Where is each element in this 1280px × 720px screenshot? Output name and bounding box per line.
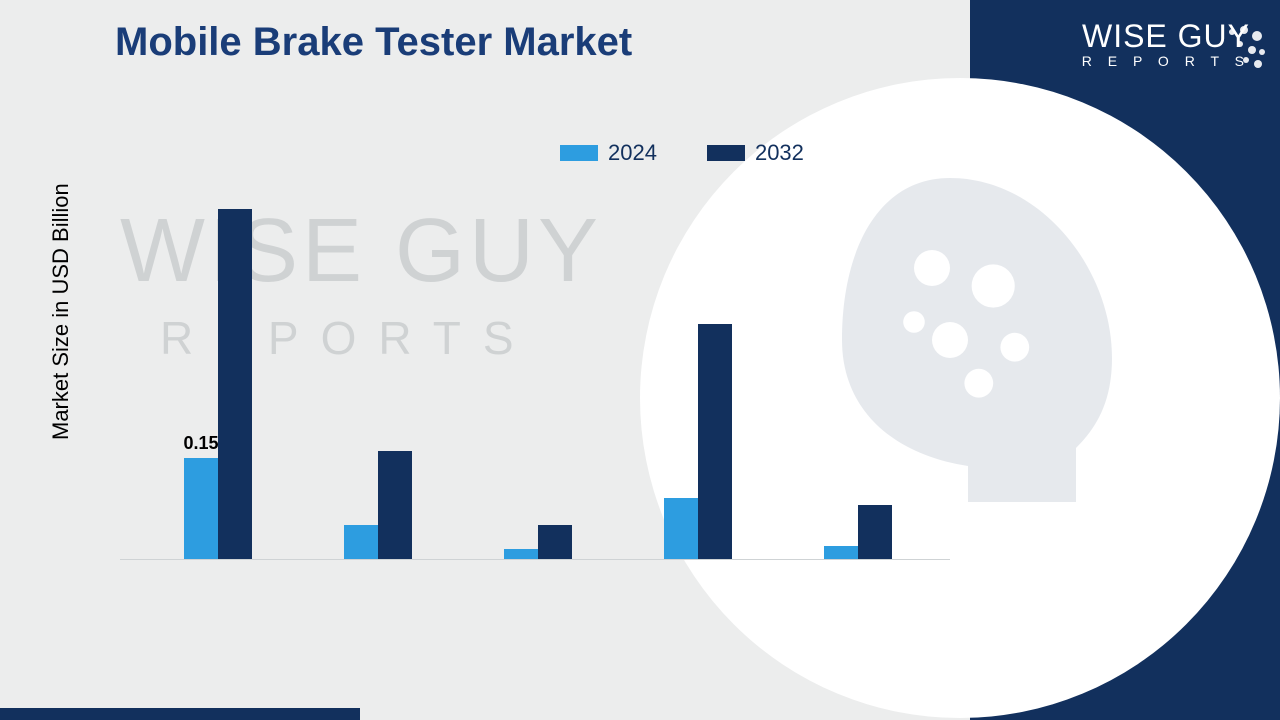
logo-head-icon (1222, 22, 1272, 72)
bar (218, 209, 252, 559)
bar (538, 525, 572, 559)
legend-label: 2024 (608, 140, 657, 166)
bar (184, 458, 218, 559)
bar (858, 505, 892, 559)
chart-legend: 2024 2032 (560, 140, 804, 166)
bar (378, 451, 412, 559)
legend-item: 2032 (707, 140, 804, 166)
page: WISE GUY R E P O R T S Mobile Brake Test… (0, 0, 1280, 720)
legend-label: 2032 (755, 140, 804, 166)
legend-item: 2024 (560, 140, 657, 166)
bar (698, 324, 732, 559)
bar (344, 525, 378, 559)
bottom-accent-bar (0, 708, 360, 720)
bar (824, 546, 858, 559)
bar-value-label: 0.15 (183, 433, 218, 454)
bar (504, 549, 538, 559)
legend-swatch (560, 145, 598, 161)
chart-title: Mobile Brake Tester Market (115, 20, 632, 65)
legend-swatch (707, 145, 745, 161)
y-axis-label: Market Size in USD Billion (48, 183, 74, 440)
chart-region: Market Size in USD Billion 2024 2032 0.15… (30, 140, 990, 710)
bar (664, 498, 698, 559)
chart-plot-area: 0.15NORTH AMERICAEUROPESOUTH AMERICAASIA… (120, 190, 950, 560)
